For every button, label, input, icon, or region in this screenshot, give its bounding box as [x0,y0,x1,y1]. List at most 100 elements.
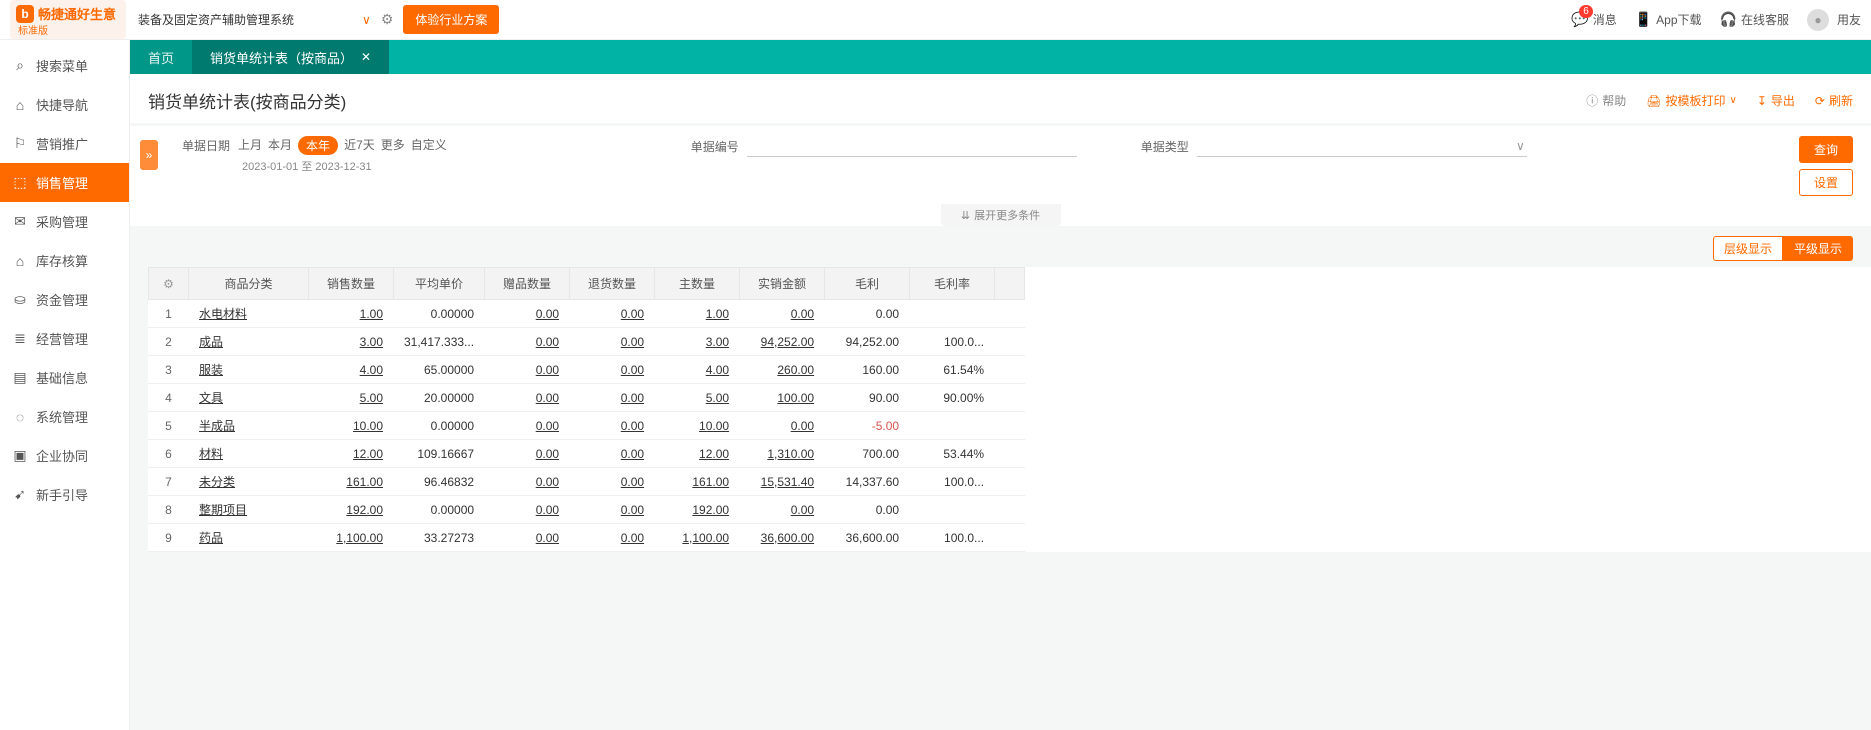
cell-mainqty[interactable]: 3.00 [655,328,740,356]
column-header[interactable]: 商品分类 [189,268,309,300]
column-header[interactable]: 主数量 [655,268,740,300]
chevron-down-icon[interactable]: ∨ [1730,95,1737,106]
cell-gift[interactable]: 0.00 [485,468,570,496]
cell-amount[interactable]: 0.00 [740,300,825,328]
system-selector[interactable]: 装备及固定资产辅助管理系统 ∨ [138,11,371,28]
sidebar-item[interactable]: ▣企业协同 [0,436,129,475]
gear-icon[interactable]: ⚙ [381,11,394,28]
quick-date-option[interactable]: 本年 [298,136,338,155]
cell-gift[interactable]: 0.00 [485,356,570,384]
tab-home[interactable]: 首页 [130,40,192,74]
sidebar-item[interactable]: ⌂库存核算 [0,241,129,280]
quick-date-option[interactable]: 近7天 [344,136,375,155]
column-header[interactable]: 销售数量 [309,268,394,300]
sidebar-item[interactable]: ⛀资金管理 [0,280,129,319]
tier-display-button[interactable]: 层级显示 [1713,236,1783,261]
cell-return[interactable]: 0.00 [570,356,655,384]
cell-amount[interactable]: 36,600.00 [740,524,825,552]
column-header[interactable]: 实销金额 [740,268,825,300]
cell-return[interactable]: 0.00 [570,384,655,412]
cell-mainqty[interactable]: 1.00 [655,300,740,328]
column-header[interactable]: 平均单价 [394,268,485,300]
column-header[interactable]: 毛利 [825,268,910,300]
quick-date-option[interactable]: 本月 [268,136,292,155]
cell-mainqty[interactable]: 4.00 [655,356,740,384]
cell-amount[interactable]: 1,310.00 [740,440,825,468]
cell-mainqty[interactable]: 192.00 [655,496,740,524]
cell-gift[interactable]: 0.00 [485,440,570,468]
sidebar-item[interactable]: ⌕搜索菜单 [0,46,129,85]
cell-category[interactable]: 材料 [189,440,309,468]
quick-date-option[interactable]: 自定义 [411,136,447,155]
cell-return[interactable]: 0.00 [570,300,655,328]
doctype-select[interactable]: ∨ [1197,136,1527,157]
quick-date-option[interactable]: 上月 [238,136,262,155]
settings-button[interactable]: 设置 [1799,169,1853,196]
sidebar-item[interactable]: ✉采购管理 [0,202,129,241]
gear-column-header[interactable]: ⚙ [149,268,189,300]
sidebar-item[interactable]: ≣经营管理 [0,319,129,358]
sidebar-item[interactable]: ⬚销售管理 [0,163,129,202]
cell-return[interactable]: 0.00 [570,496,655,524]
cell-return[interactable]: 0.00 [570,468,655,496]
docno-input[interactable] [747,136,1077,157]
sidebar-item[interactable]: ▤基础信息 [0,358,129,397]
cell-gift[interactable]: 0.00 [485,496,570,524]
tab-active[interactable]: 销货单统计表（按商品） ✕ [192,40,389,74]
cell-mainqty[interactable]: 1,100.00 [655,524,740,552]
cell-gift[interactable]: 0.00 [485,328,570,356]
cell-category[interactable]: 未分类 [189,468,309,496]
column-header[interactable]: 毛利率 [910,268,995,300]
cell-category[interactable]: 水电材料 [189,300,309,328]
sidebar-item[interactable]: ➹新手引导 [0,475,129,514]
cell-gift[interactable]: 0.00 [485,412,570,440]
sidebar-item[interactable]: ◌系统管理 [0,397,129,436]
cell-mainqty[interactable]: 10.00 [655,412,740,440]
sidebar-item[interactable]: ⚐营销推广 [0,124,129,163]
column-header[interactable]: 退货数量 [570,268,655,300]
cell-gift[interactable]: 0.00 [485,524,570,552]
cell-mainqty[interactable]: 12.00 [655,440,740,468]
cell-amount[interactable]: 94,252.00 [740,328,825,356]
cell-mainqty[interactable]: 161.00 [655,468,740,496]
user-menu[interactable]: ● 用友 [1807,9,1861,31]
cell-qty[interactable]: 5.00 [309,384,394,412]
query-button[interactable]: 查询 [1799,136,1853,163]
expand-more-button[interactable]: ⇊ 展开更多条件 [941,204,1061,226]
cell-qty[interactable]: 4.00 [309,356,394,384]
cell-return[interactable]: 0.00 [570,328,655,356]
print-button[interactable]: 🖨 按模板打印 ∨ [1646,92,1737,109]
cell-return[interactable]: 0.00 [570,524,655,552]
cell-category[interactable]: 药品 [189,524,309,552]
cell-amount[interactable]: 15,531.40 [740,468,825,496]
cell-qty[interactable]: 10.00 [309,412,394,440]
cell-qty[interactable]: 1,100.00 [309,524,394,552]
cell-amount[interactable]: 0.00 [740,496,825,524]
app-download-button[interactable]: 📱 App下载 [1635,11,1702,28]
column-header[interactable]: 赠品数量 [485,268,570,300]
export-button[interactable]: ↧ 导出 [1757,92,1795,109]
cell-return[interactable]: 0.00 [570,440,655,468]
cell-category[interactable]: 半成品 [189,412,309,440]
cell-category[interactable]: 文具 [189,384,309,412]
cell-qty[interactable]: 3.00 [309,328,394,356]
flat-display-button[interactable]: 平级显示 [1783,236,1853,261]
cell-mainqty[interactable]: 5.00 [655,384,740,412]
cell-qty[interactable]: 1.00 [309,300,394,328]
cell-amount[interactable]: 0.00 [740,412,825,440]
messages-button[interactable]: 💬 6 消息 [1571,11,1616,28]
cell-amount[interactable]: 100.00 [740,384,825,412]
sidebar-item[interactable]: ⌂快捷导航 [0,85,129,124]
cell-amount[interactable]: 260.00 [740,356,825,384]
try-plan-button[interactable]: 体验行业方案 [403,5,499,34]
cell-category[interactable]: 整期项目 [189,496,309,524]
collapse-handle[interactable]: » [140,140,158,170]
help-button[interactable]: ⓘ 帮助 [1586,92,1626,109]
cell-return[interactable]: 0.00 [570,412,655,440]
cell-gift[interactable]: 0.00 [485,300,570,328]
cell-category[interactable]: 服装 [189,356,309,384]
refresh-button[interactable]: ⟳ 刷新 [1815,92,1853,109]
cell-category[interactable]: 成品 [189,328,309,356]
cell-qty[interactable]: 192.00 [309,496,394,524]
online-service-button[interactable]: 🎧 在线客服 [1720,11,1789,28]
